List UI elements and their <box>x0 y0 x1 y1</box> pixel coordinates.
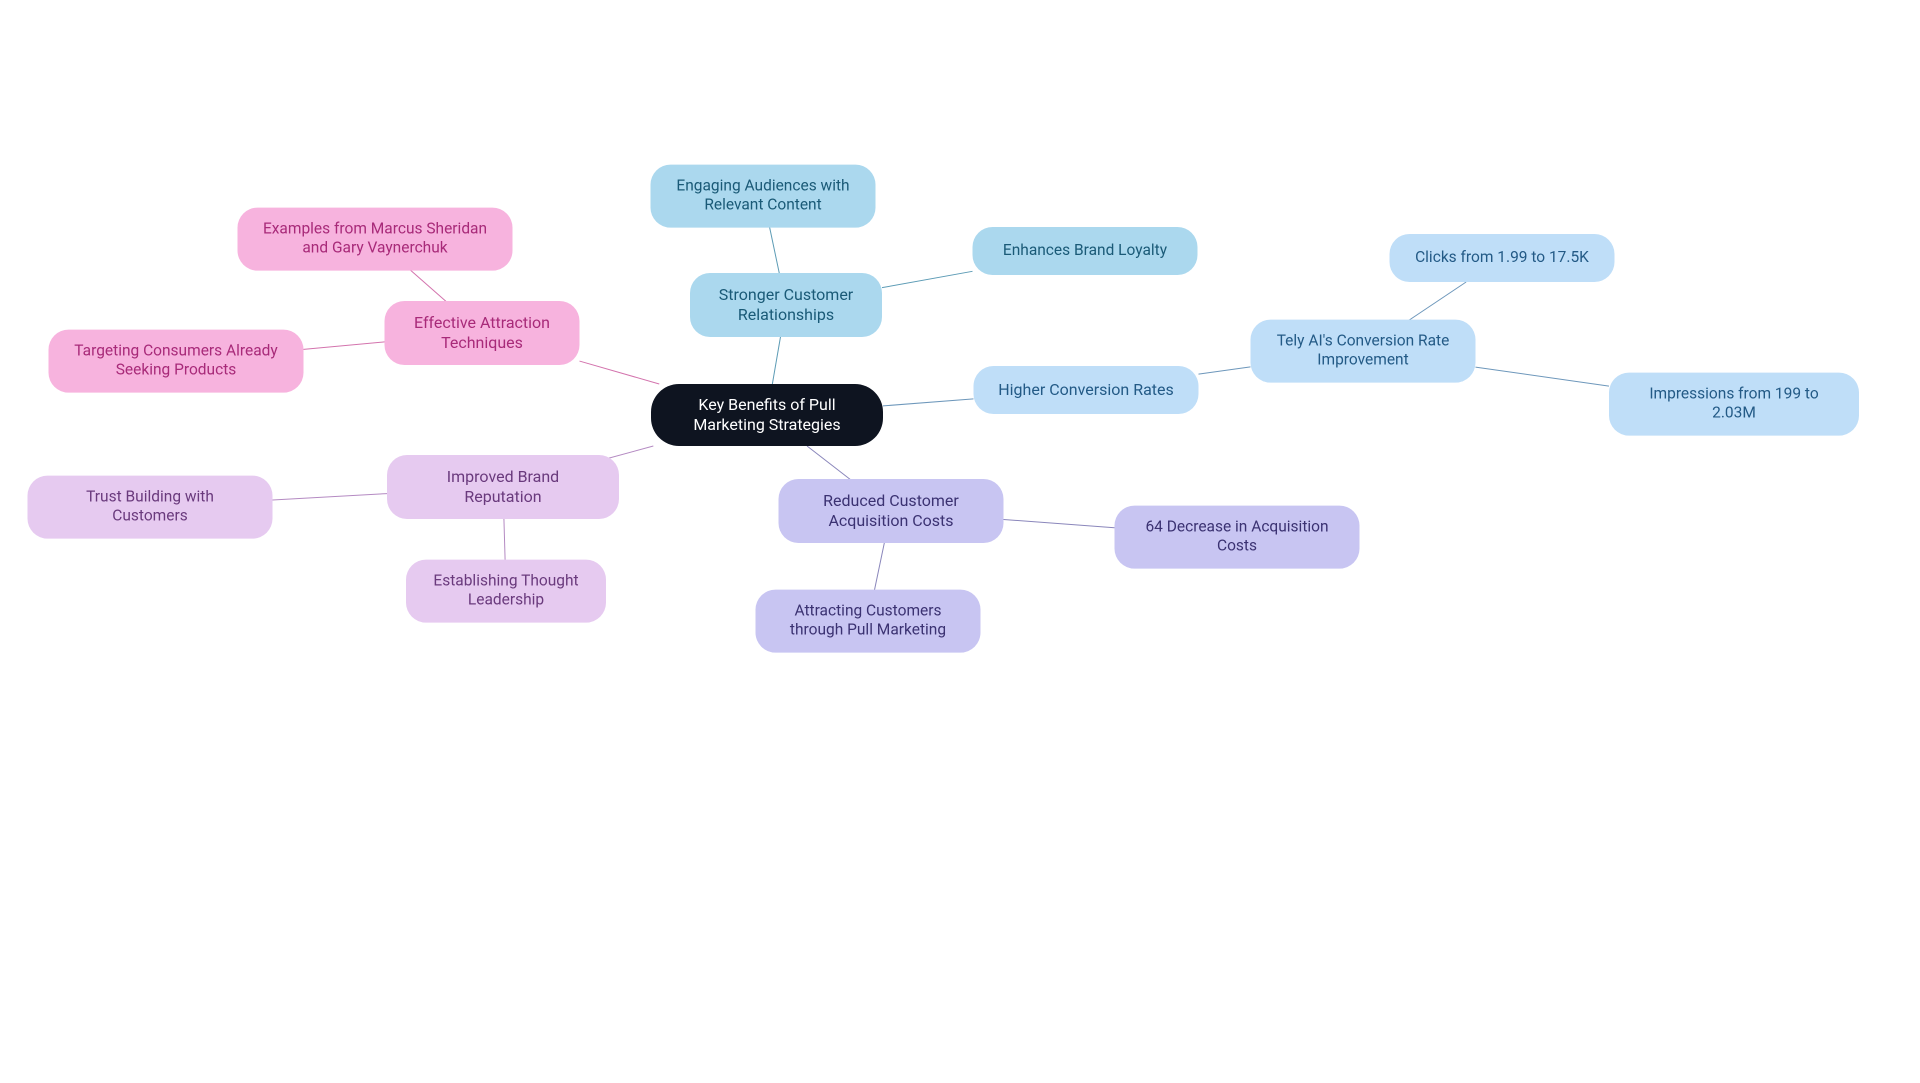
node-engaging-audiences: Engaging Audiences with Relevant Content <box>651 165 876 228</box>
edge <box>807 446 852 481</box>
node-enhances-brand-loyalty: Enhances Brand Loyalty <box>973 227 1198 275</box>
edge <box>580 361 660 384</box>
node-examples-sheridan-vaynerchuk: Examples from Marcus Sheridan and Gary V… <box>238 208 513 271</box>
edge <box>1004 519 1115 527</box>
edge <box>1408 282 1466 321</box>
node-trust-building: Trust Building with Customers <box>28 476 273 539</box>
edge <box>304 342 385 349</box>
node-center: Key Benefits of Pull Marketing Strategie… <box>651 384 883 446</box>
mindmap-canvas: Key Benefits of Pull Marketing Strategie… <box>0 0 1920 1083</box>
edge <box>882 271 973 287</box>
node-effective-attraction-techniques: Effective Attraction Techniques <box>385 301 580 365</box>
node-reduced-acquisition-costs: Reduced Customer Acquisition Costs <box>779 479 1004 543</box>
node-stronger-customer-relationships: Stronger Customer Relationships <box>690 273 882 337</box>
node-tely-ai-improvement: Tely AI's Conversion Rate Improvement <box>1251 320 1476 383</box>
node-clicks-stat: Clicks from 1.99 to 17.5K <box>1390 234 1615 282</box>
edge <box>409 269 448 303</box>
node-attracting-customers: Attracting Customers through Pull Market… <box>756 590 981 653</box>
node-higher-conversion-rates: Higher Conversion Rates <box>974 366 1199 414</box>
node-improved-brand-reputation: Improved Brand Reputation <box>387 455 619 519</box>
node-64-decrease: 64 Decrease in Acquisition Costs <box>1115 506 1360 569</box>
edge <box>273 494 388 500</box>
edge <box>874 541 884 591</box>
node-thought-leadership: Establishing Thought Leadership <box>406 560 606 623</box>
edge <box>769 226 779 275</box>
edge <box>883 399 974 406</box>
edge <box>1476 367 1610 386</box>
edge <box>1199 367 1251 374</box>
node-targeting-consumers: Targeting Consumers Already Seeking Prod… <box>49 330 304 393</box>
node-impressions-stat: Impressions from 199 to 2.03M <box>1609 373 1859 436</box>
edge <box>772 335 780 384</box>
